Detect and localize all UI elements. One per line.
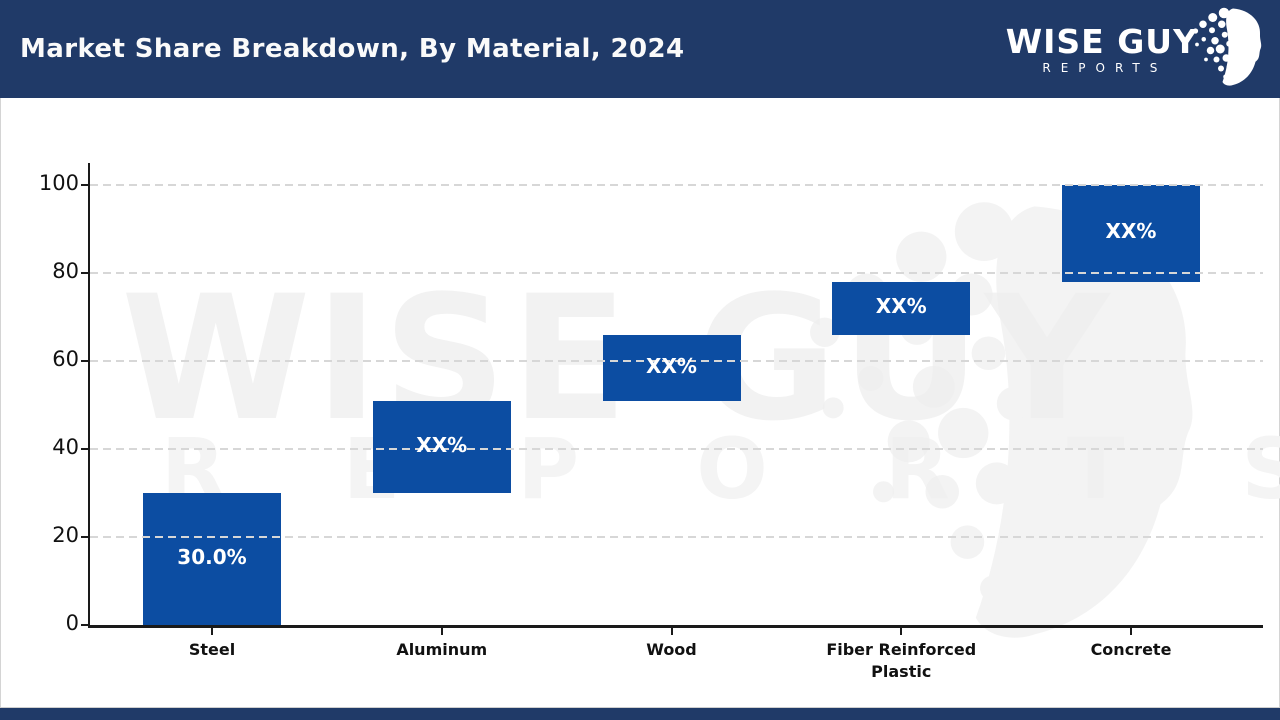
y-axis-tick — [81, 536, 89, 538]
y-axis-line — [88, 163, 90, 628]
waterfall-bar — [602, 334, 741, 401]
x-axis-tick — [900, 627, 903, 635]
x-axis-line — [88, 625, 1263, 628]
x-axis-tick — [440, 627, 443, 635]
footer-bar — [0, 707, 1280, 720]
x-axis-category-label: Concrete — [1090, 640, 1172, 659]
waterfall-bar — [1062, 185, 1200, 282]
x-axis-tick — [1130, 627, 1132, 635]
dotted-head-icon — [1192, 7, 1262, 86]
logo-subtitle: REPORTS — [1042, 60, 1168, 75]
waterfall-bar — [372, 400, 511, 493]
gridline — [90, 184, 1263, 186]
bar-value-label: XX% — [416, 432, 468, 457]
waterfall-bar — [832, 281, 971, 335]
x-axis-category-label: Wood — [646, 640, 697, 659]
y-axis-tick-label: 80 — [52, 259, 79, 283]
header: Market Share Breakdown, By Material, 202… — [0, 0, 1280, 98]
gridline — [90, 536, 1263, 538]
logo-wordmark: WISE GUY — [1005, 21, 1198, 61]
waterfall-bar — [143, 493, 281, 625]
y-axis-tick — [81, 448, 89, 450]
y-axis-tick-label: 40 — [52, 435, 79, 459]
chart-area: WISE GUY R E P O R T S 0 20 40 60 80 100 30.0%… — [0, 98, 1280, 707]
y-axis-tick-label: 0 — [65, 611, 79, 635]
bar-value-label: XX% — [1105, 219, 1157, 244]
y-axis-tick — [81, 624, 89, 626]
y-axis-tick-label: 100 — [38, 171, 79, 195]
x-axis-tick — [211, 627, 213, 635]
bar-value-label: XX% — [875, 294, 927, 319]
y-axis-tick-label: 60 — [52, 347, 79, 371]
gridline — [90, 360, 1263, 362]
wise-guy-logo: WISE GUY REPORTS — [1006, 7, 1280, 91]
y-axis-tick — [81, 272, 89, 274]
logo-text: WISE GUY REPORTS — [1006, 25, 1198, 74]
bar-value-label: 30.0% — [177, 545, 247, 569]
gridline — [90, 448, 1263, 450]
y-axis-tick — [81, 360, 89, 362]
x-axis-tick — [670, 627, 673, 635]
bar-value-label: XX% — [646, 353, 697, 378]
gridline — [90, 272, 1263, 274]
y-axis-tick-label: 20 — [52, 523, 79, 547]
x-axis-category-label: Aluminum — [396, 640, 488, 659]
y-axis-tick — [81, 184, 89, 186]
page-title: Market Share Breakdown, By Material, 202… — [20, 34, 685, 64]
x-axis-category-label: Fiber Reinforced Plastic — [826, 640, 977, 681]
x-axis-category-label: Steel — [188, 640, 236, 659]
